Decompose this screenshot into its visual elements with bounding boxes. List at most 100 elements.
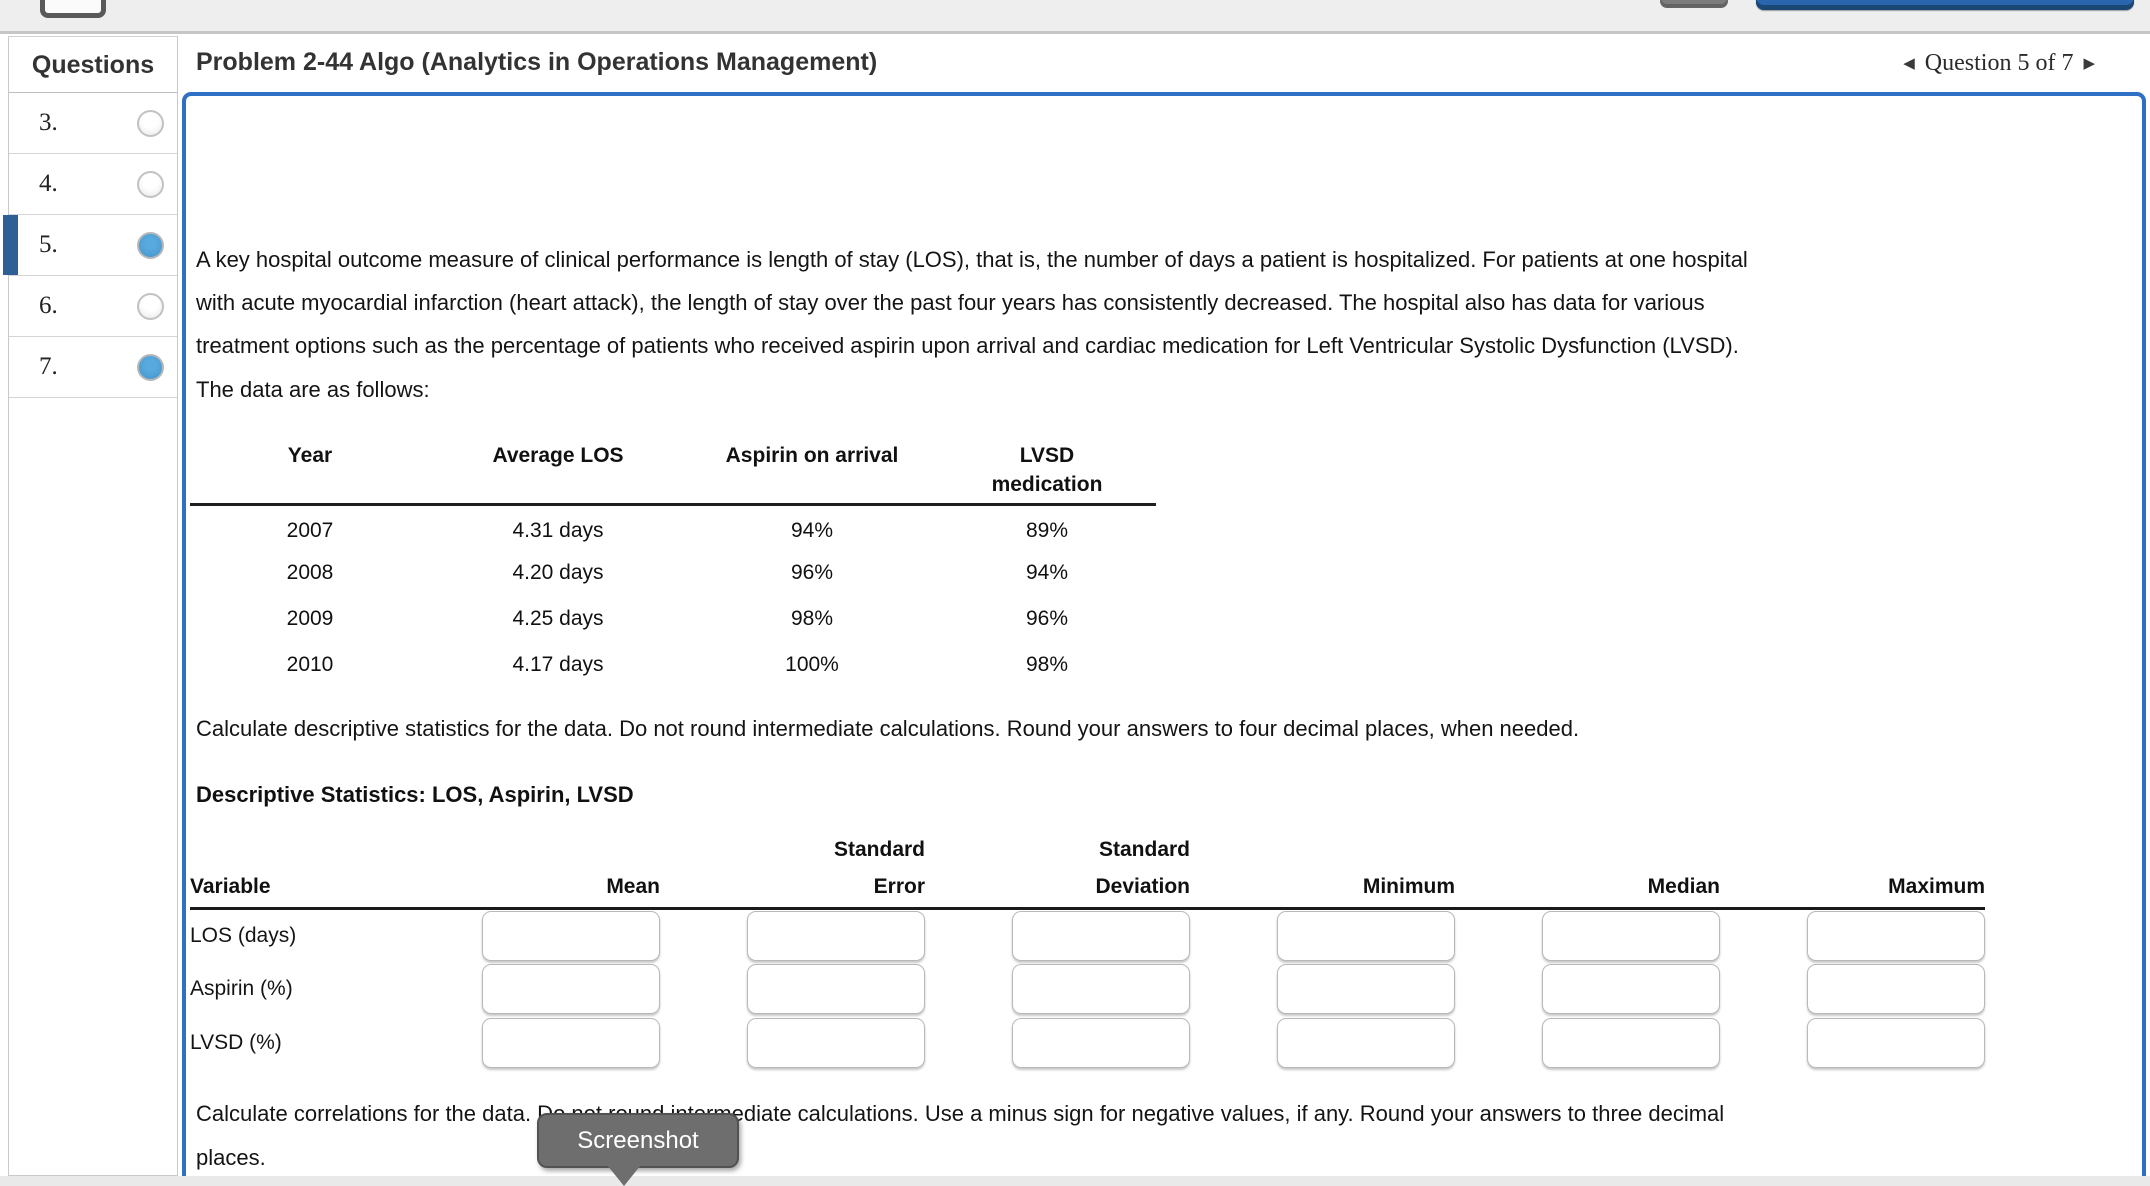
col-header-average-los: Average LOS <box>492 444 624 467</box>
cell-aspirin: 96% <box>790 561 834 584</box>
stats-section-title: Descriptive Statistics: LOS, Aspirin, LV… <box>196 782 634 807</box>
stats-header-median: Median <box>1647 874 1720 898</box>
cell-lvsd: 98% <box>1025 653 1069 676</box>
stats-header-variable: Variable <box>190 874 271 898</box>
radio-unanswered-icon <box>137 170 164 198</box>
stats-header-minimum: Minimum <box>1362 874 1455 898</box>
correlations-instruction-line: places. <box>196 1145 266 1170</box>
prev-question-icon[interactable]: ◀ <box>1903 56 1915 72</box>
input-aspirin-median[interactable] <box>1542 964 1720 1014</box>
input-lvsd-minimum[interactable] <box>1277 1018 1455 1068</box>
input-aspirin-minimum[interactable] <box>1277 964 1455 1014</box>
correlations-instruction-line: Calculate correlations for the data. Do … <box>196 1101 1725 1126</box>
input-lvsd-maximum[interactable] <box>1807 1018 1985 1068</box>
problem-statement-line: with acute myocardial infarction (heart … <box>196 290 1705 315</box>
radio-unanswered-icon <box>137 292 164 320</box>
input-aspirin-std-deviation[interactable] <box>1012 964 1190 1014</box>
cell-aspirin: 98% <box>790 607 834 630</box>
stats-instruction: Calculate descriptive statistics for the… <box>196 716 1580 741</box>
cell-year: 2010 <box>286 653 334 676</box>
cell-los: 4.17 days <box>512 653 604 676</box>
sidebar-item-question-7[interactable]: 7. <box>9 337 177 398</box>
question-number: 4. <box>39 170 58 197</box>
cell-lvsd: 94% <box>1025 561 1069 584</box>
input-aspirin-std-error[interactable] <box>747 964 925 1014</box>
pager-label: Question 5 of 7 <box>1924 50 2074 76</box>
sidebar-item-question-4[interactable]: 4. <box>9 154 177 215</box>
radio-unanswered-icon <box>137 109 164 137</box>
row-label-los: LOS (days) <box>190 923 297 947</box>
cell-los: 4.31 days <box>512 518 604 542</box>
stats-header-maximum: Maximum <box>1888 874 1985 898</box>
cell-los: 4.25 days <box>512 607 604 630</box>
sidebar-item-question-6[interactable]: 6. <box>9 276 177 337</box>
cell-year: 2007 <box>286 518 334 542</box>
col-header-lvsd-sub: medication <box>991 472 1103 496</box>
input-los-mean[interactable] <box>482 910 660 961</box>
input-los-std-error[interactable] <box>747 910 925 961</box>
questions-sidebar: Questions 3. 4. 5. 6. 7. <box>3 36 178 1176</box>
descriptive-stats-table: Standard Standard Variable Mean Error De… <box>190 826 1985 1070</box>
input-los-maximum[interactable] <box>1807 910 1985 961</box>
col-header-year: Year <box>287 444 333 467</box>
data-intro-text: The data are as follows: <box>196 377 430 402</box>
problem-panel: A key hospital outcome measure of clinic… <box>182 92 2146 1186</box>
screenshot-tooltip: Screenshot <box>537 1113 739 1186</box>
problem-statement-line: treatment options such as the percentage… <box>196 333 1739 358</box>
correlations-instruction: Calculate correlations for the data. Do … <box>196 1092 1724 1180</box>
question-number: 3. <box>39 109 58 136</box>
radio-answered-icon <box>137 353 164 381</box>
problem-statement: A key hospital outcome measure of clinic… <box>196 238 1748 367</box>
hospital-data-table: Year Average LOS Aspirin on arrival LVSD… <box>190 430 1156 688</box>
cell-los: 4.20 days <box>512 561 604 584</box>
table-row: 2009 4.25 days 98% 96% <box>190 596 1156 642</box>
input-los-std-deviation[interactable] <box>1012 910 1190 961</box>
stats-row-los: LOS (days) <box>190 908 1985 962</box>
top-toolbar <box>0 0 2150 34</box>
stats-header-standard-1: Standard <box>833 838 925 861</box>
problem-title: Problem 2-44 Algo (Analytics in Operatio… <box>196 48 878 76</box>
questions-header: Questions <box>9 37 177 93</box>
table-row: 2007 4.31 days 94% 89% <box>190 504 1156 550</box>
question-number: 7. <box>39 353 58 380</box>
radio-answered-icon <box>137 231 164 259</box>
col-header-aspirin: Aspirin on arrival <box>725 444 899 467</box>
question-number: 6. <box>39 292 58 319</box>
table-row: 2010 4.17 days 100% 98% <box>190 642 1156 688</box>
stats-row-lvsd: LVSD (%) <box>190 1016 1985 1070</box>
cell-year: 2009 <box>286 607 334 630</box>
stats-row-aspirin: Aspirin (%) <box>190 962 1985 1016</box>
question-number: 5. <box>39 231 58 258</box>
cell-lvsd: 89% <box>1025 518 1069 542</box>
stats-header-mean: Mean <box>606 874 660 898</box>
screenshot-tooltip-label: Screenshot <box>577 1126 699 1154</box>
keyboard-icon[interactable] <box>40 0 106 18</box>
row-label-lvsd: LVSD (%) <box>190 1031 282 1054</box>
stats-header-standard-2: Standard <box>1098 838 1190 861</box>
bottom-edge-strip <box>0 1176 2150 1186</box>
cell-lvsd: 96% <box>1025 607 1069 630</box>
cell-aspirin: 94% <box>790 518 834 542</box>
toolbar-gray-button[interactable] <box>1660 0 1728 8</box>
cell-aspirin: 100% <box>785 653 839 676</box>
next-question-icon[interactable]: ▶ <box>2083 56 2095 72</box>
question-pager: ◀ Question 5 of 7 ▶ <box>1903 50 2095 77</box>
input-aspirin-mean[interactable] <box>482 964 660 1014</box>
input-lvsd-median[interactable] <box>1542 1018 1720 1068</box>
col-header-lvsd: LVSD <box>1019 444 1075 467</box>
table-row: 2008 4.20 days 96% 94% <box>190 550 1156 596</box>
input-lvsd-mean[interactable] <box>482 1018 660 1068</box>
input-los-median[interactable] <box>1542 910 1720 961</box>
input-aspirin-maximum[interactable] <box>1807 964 1985 1014</box>
input-lvsd-std-error[interactable] <box>747 1018 925 1068</box>
cell-year: 2008 <box>286 561 334 584</box>
stats-header-deviation: Deviation <box>1095 874 1190 898</box>
toolbar-blue-button[interactable] <box>1756 0 2134 10</box>
input-lvsd-std-deviation[interactable] <box>1012 1018 1190 1068</box>
problem-statement-line: A key hospital outcome measure of clinic… <box>196 247 1748 272</box>
stats-header-error: Error <box>873 874 925 898</box>
sidebar-item-question-5[interactable]: 5. <box>3 215 177 276</box>
sidebar-item-question-3[interactable]: 3. <box>9 93 177 154</box>
input-los-minimum[interactable] <box>1277 910 1455 961</box>
row-label-aspirin: Aspirin (%) <box>190 977 293 1000</box>
